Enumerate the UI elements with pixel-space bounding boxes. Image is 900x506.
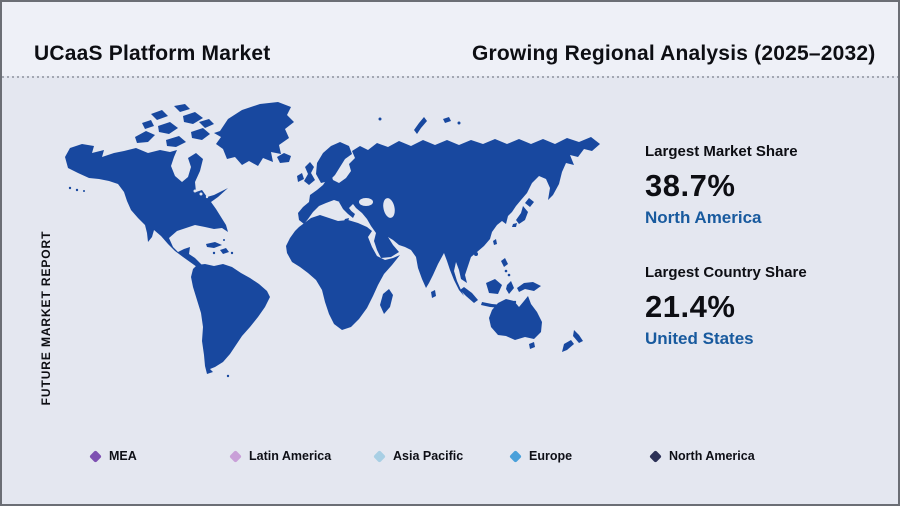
stat-label: Largest Market Share (645, 143, 798, 160)
east-asia-islands (431, 179, 534, 298)
europe-islands (297, 142, 355, 222)
legend-label: North America (669, 449, 755, 463)
brand-vertical-label: FUTURE MARKET REPORT (39, 230, 53, 406)
dotted-divider (2, 76, 898, 78)
stat-largest-market-share: Largest Market Share 38.7% North America (645, 143, 798, 228)
stat-region: United States (645, 329, 754, 348)
legend-label: MEA (109, 449, 137, 463)
legend-swatch-europe (509, 449, 522, 463)
legend-swatch-north-america (649, 449, 662, 463)
header-band: UCaaS Platform Market Growing Regional A… (2, 2, 898, 76)
legend-label: Asia Pacific (393, 449, 464, 463)
stat-value: 21.4% (645, 289, 736, 324)
legend-label: Latin America (249, 449, 332, 463)
analysis-title: Growing Regional Analysis (2025–2032) (472, 42, 876, 65)
legend-item-north-america: North America (649, 449, 755, 463)
legend-swatch-mea (89, 449, 102, 463)
legend-label: Europe (529, 449, 573, 463)
legend-swatch-latin-america (229, 449, 242, 463)
legend-item-asia-pacific: Asia Pacific (373, 449, 464, 463)
report-title: UCaaS Platform Market (34, 42, 271, 65)
continent-eurasia (298, 137, 600, 296)
arctic-islands (378, 117, 461, 134)
continent-north-america (65, 104, 228, 267)
world-map-svg (65, 102, 600, 378)
world-map (62, 95, 642, 405)
southeast-asia-oceania (460, 258, 583, 352)
stat-region: North America (645, 208, 762, 227)
continent-south-america (191, 264, 270, 378)
legend-item-latin-america: Latin America (229, 449, 332, 463)
stat-label: Largest Country Share (645, 264, 807, 281)
stat-value: 38.7% (645, 168, 736, 203)
legend-swatch-asia-pacific (373, 449, 386, 463)
legend-item-mea: MEA (89, 449, 137, 463)
greenland-iceland (214, 102, 294, 166)
continent-africa (286, 215, 400, 330)
legend-item-europe: Europe (509, 449, 573, 463)
stat-largest-country-share: Largest Country Share 21.4% United State… (645, 264, 807, 349)
caribbean-islands (206, 239, 234, 255)
